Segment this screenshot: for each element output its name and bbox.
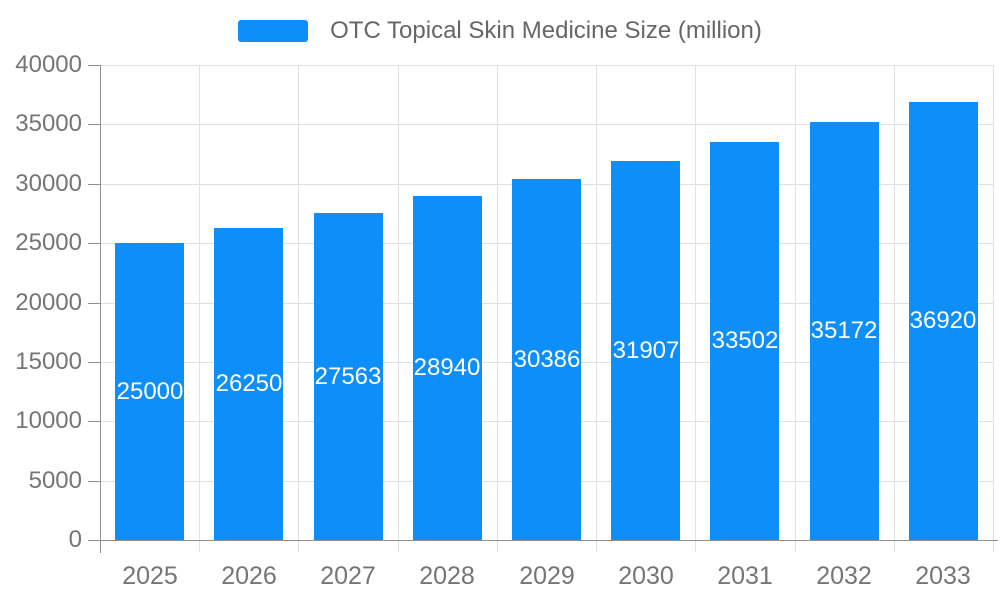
bar-value-label: 30386 xyxy=(513,346,581,373)
v-gridline xyxy=(993,65,994,540)
bar-2031[interactable] xyxy=(710,142,779,540)
bar-value-label: 35172 xyxy=(810,317,878,344)
x-axis-label: 2031 xyxy=(717,562,773,590)
x-axis-label: 2026 xyxy=(221,562,277,590)
y-axis-line xyxy=(100,65,101,553)
y-axis-label: 20000 xyxy=(15,289,82,316)
v-gridline xyxy=(596,65,597,540)
bar-2027[interactable] xyxy=(314,213,383,540)
x-axis-line xyxy=(100,540,998,541)
x-axis-tick xyxy=(298,540,299,552)
y-axis-tick xyxy=(88,184,100,185)
x-axis-tick xyxy=(993,540,994,552)
v-gridline xyxy=(894,65,895,540)
y-axis-tick xyxy=(88,540,100,541)
legend[interactable]: OTC Topical Skin Medicine Size (million) xyxy=(0,18,1000,44)
x-axis-tick xyxy=(894,540,895,552)
bar-value-label: 36920 xyxy=(909,307,977,334)
x-axis-tick xyxy=(695,540,696,552)
y-axis-label: 40000 xyxy=(15,51,82,78)
y-axis-label: 35000 xyxy=(15,110,82,137)
bar-2032[interactable] xyxy=(810,122,879,540)
x-axis-label: 2028 xyxy=(419,562,475,590)
y-axis-label: 15000 xyxy=(15,348,82,375)
x-axis-tick xyxy=(497,540,498,552)
bar-2025[interactable] xyxy=(115,243,184,540)
x-axis-tick xyxy=(199,540,200,552)
x-axis-tick xyxy=(398,540,399,552)
legend-label: OTC Topical Skin Medicine Size (million) xyxy=(330,17,762,44)
y-axis-tick xyxy=(88,124,100,125)
bar-value-label: 33502 xyxy=(711,327,779,354)
bar-2030[interactable] xyxy=(611,161,680,540)
x-axis-label: 2032 xyxy=(816,562,872,590)
x-axis-label: 2033 xyxy=(915,562,971,590)
bar-value-label: 27563 xyxy=(314,363,382,390)
x-axis-label: 2029 xyxy=(519,562,575,590)
bar-2028[interactable] xyxy=(413,196,482,540)
bar-value-label: 28940 xyxy=(413,354,481,381)
x-axis-tick xyxy=(795,540,796,552)
v-gridline xyxy=(398,65,399,540)
bar-2029[interactable] xyxy=(512,179,581,540)
v-gridline xyxy=(695,65,696,540)
y-axis-label: 30000 xyxy=(15,170,82,197)
bar-value-label: 31907 xyxy=(612,337,680,364)
x-axis-label: 2030 xyxy=(618,562,674,590)
y-axis-tick xyxy=(88,65,100,66)
bar-2026[interactable] xyxy=(214,228,283,540)
y-axis-tick xyxy=(88,243,100,244)
v-gridline xyxy=(199,65,200,540)
legend-swatch xyxy=(238,20,309,42)
x-axis-label: 2025 xyxy=(122,562,178,590)
y-axis-label: 0 xyxy=(68,526,82,553)
y-axis-label: 25000 xyxy=(15,229,82,256)
x-axis-label: 2027 xyxy=(320,562,376,590)
y-axis-tick xyxy=(88,421,100,422)
bar-value-label: 26250 xyxy=(215,370,283,397)
x-axis-tick xyxy=(596,540,597,552)
y-axis-tick xyxy=(88,362,100,363)
bar-value-label: 25000 xyxy=(116,378,184,405)
v-gridline xyxy=(298,65,299,540)
h-gridline xyxy=(100,65,993,66)
y-axis-label: 5000 xyxy=(28,467,82,494)
v-gridline xyxy=(497,65,498,540)
y-axis-label: 10000 xyxy=(15,407,82,434)
bar-2033[interactable] xyxy=(909,102,978,540)
y-axis-tick xyxy=(88,303,100,304)
y-axis-tick xyxy=(88,481,100,482)
h-gridline xyxy=(100,124,993,125)
v-gridline xyxy=(795,65,796,540)
